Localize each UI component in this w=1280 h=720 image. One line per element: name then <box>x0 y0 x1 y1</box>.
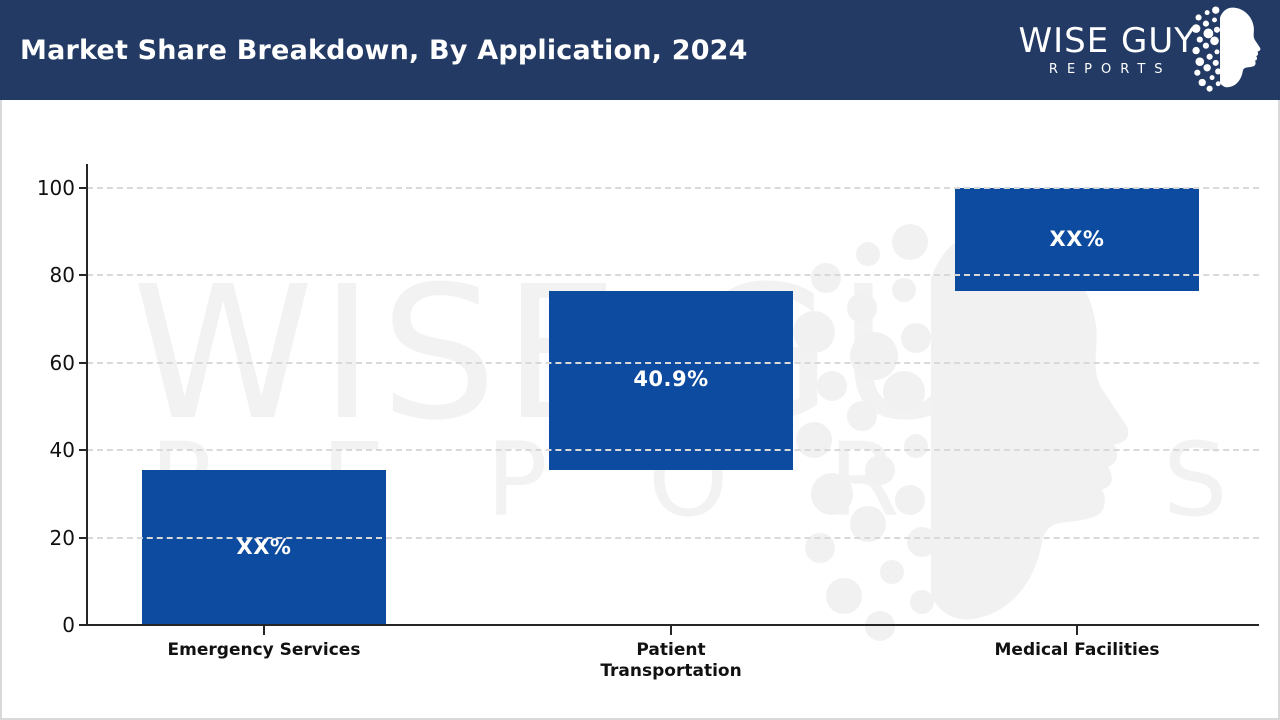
y-axis-tick <box>79 536 87 539</box>
x-axis-tick <box>1076 626 1078 635</box>
y-axis-tick-label: 20 <box>49 525 75 550</box>
y-axis-tick-label: 40 <box>49 438 75 463</box>
wise-guy-reports-logo: WISE GUY REPORTS <box>1018 0 1266 100</box>
bar-segment[interactable] <box>549 291 793 470</box>
bar-value-label: 40.9% <box>633 367 709 392</box>
bar-segment[interactable] <box>142 470 386 625</box>
x-axis-category-label: Medical Facilities <box>994 640 1160 660</box>
x-axis-category-label: Emergency Services <box>167 640 361 660</box>
y-gridline <box>87 449 1259 452</box>
watermark-face-logo-icon <box>793 224 1129 641</box>
y-axis-tick-label: 80 <box>49 263 75 288</box>
x-axis-tick <box>670 626 672 635</box>
y-gridline <box>87 274 1259 277</box>
x-axis-category-label: Patient Transportation <box>600 640 742 682</box>
y-axis-tick <box>79 361 87 364</box>
y-axis-tick-label: 0 <box>62 613 75 637</box>
page-title: Market Share Breakdown, By Application, … <box>20 34 748 66</box>
y-gridline <box>87 187 1259 189</box>
bar-value-label: XX% <box>1049 226 1105 251</box>
y-axis-tick-label: 60 <box>49 350 75 375</box>
y-axis-spine <box>86 164 88 626</box>
y-axis-tick <box>79 187 87 189</box>
y-axis-tick <box>79 624 87 626</box>
header-bar: Market Share Breakdown, By Application, … <box>0 0 1280 100</box>
y-gridline <box>87 536 1259 539</box>
logo-sub: REPORTS <box>1048 62 1172 77</box>
x-axis-tick <box>263 626 265 635</box>
bar-value-label: XX% <box>236 534 292 559</box>
y-axis-tick <box>79 449 87 452</box>
y-gridline <box>87 361 1259 364</box>
logo-face-icon <box>1191 6 1261 92</box>
y-axis-tick-label: 100 <box>36 176 75 200</box>
logo-name: WISE GUY <box>1018 21 1196 61</box>
x-axis-spine <box>86 624 1259 626</box>
y-axis-tick <box>79 274 87 277</box>
bar-segment[interactable] <box>955 188 1199 292</box>
